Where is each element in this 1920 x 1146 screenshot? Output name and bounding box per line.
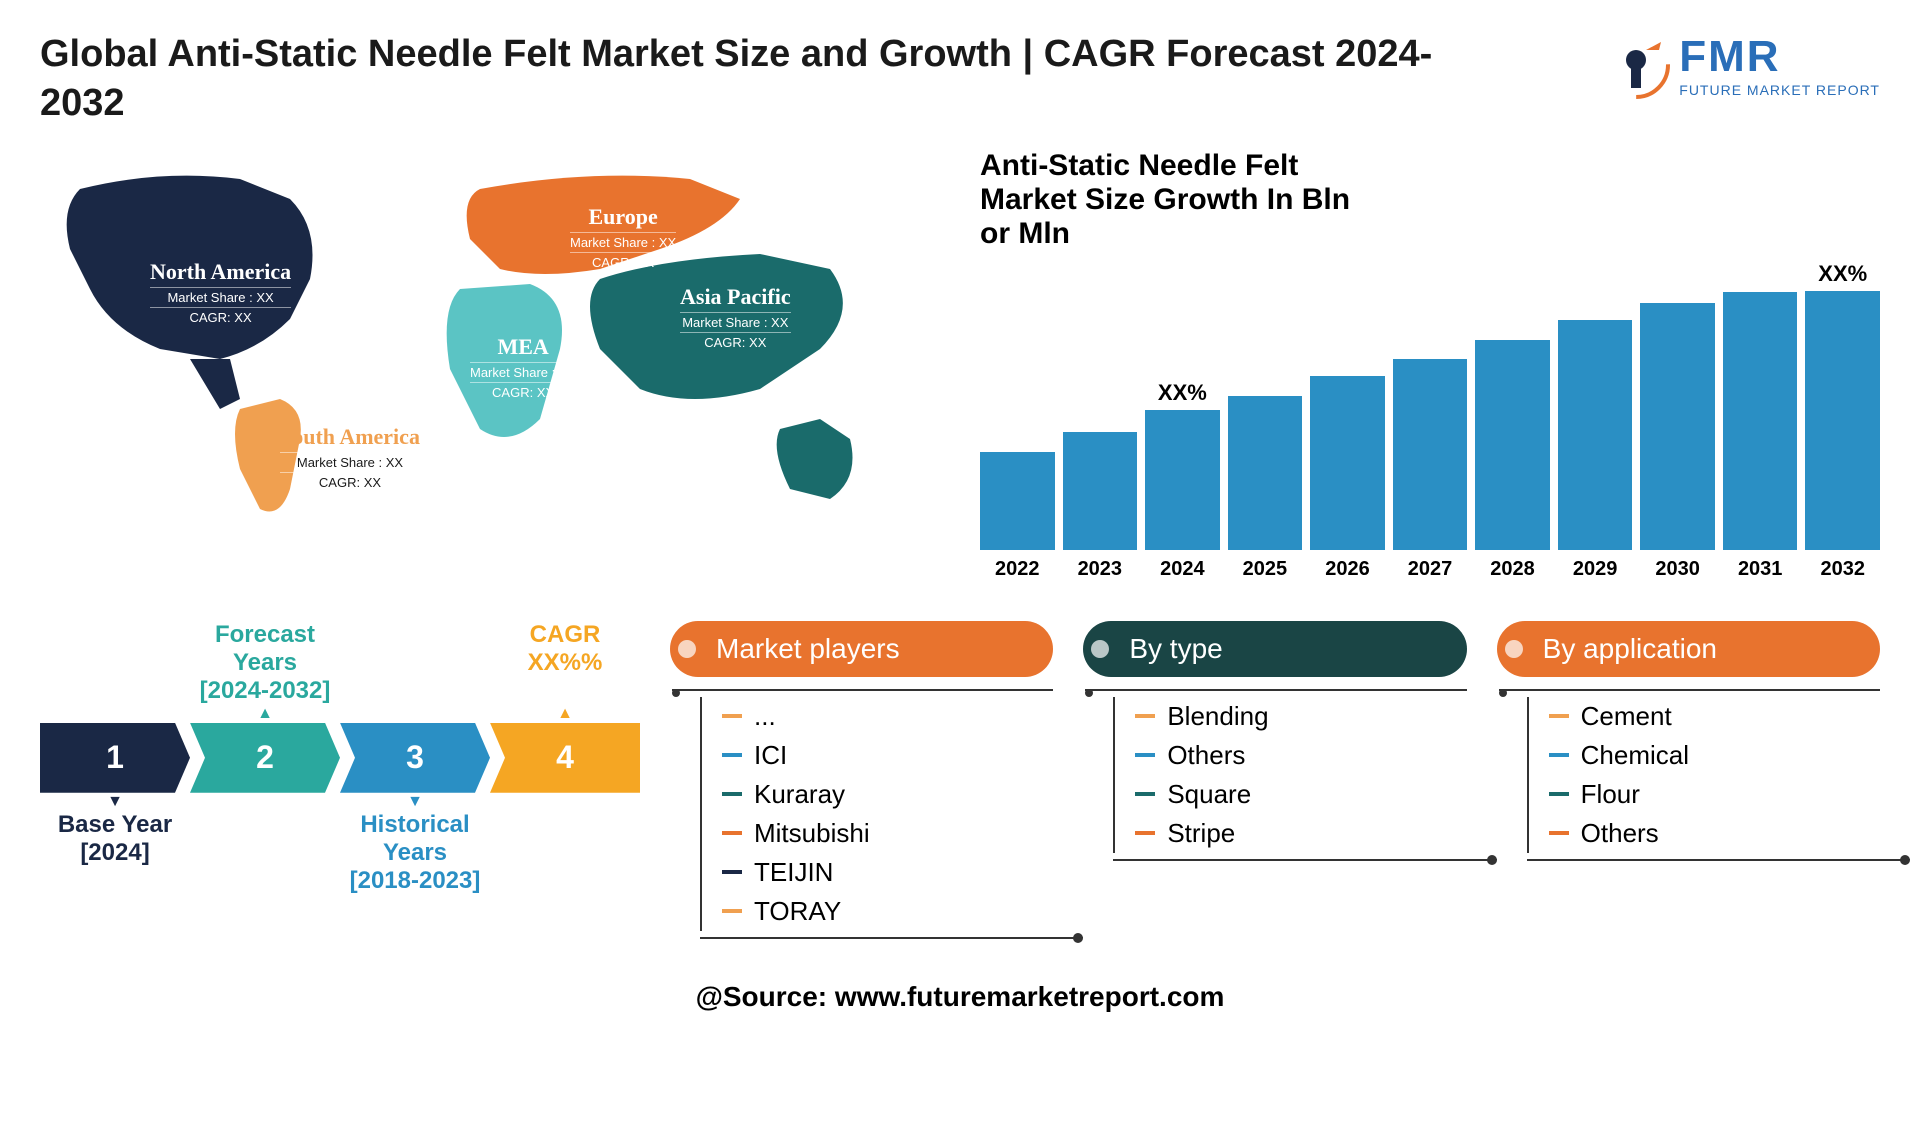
- bar-2024: XX%2024: [1145, 261, 1220, 581]
- fmr-logo-icon: [1601, 30, 1671, 100]
- map-label-ap: Asia Pacific Market Share : XX CAGR: XX: [680, 284, 791, 350]
- bar-2028: 2028: [1475, 261, 1550, 581]
- map-label-na: North America Market Share : XX CAGR: XX: [150, 259, 291, 325]
- page-title: Global Anti-Static Needle Felt Market Si…: [40, 30, 1440, 129]
- list-item: TORAY: [722, 892, 1053, 931]
- list-item: ICI: [722, 736, 1053, 775]
- info-panels: Market players...ICIKurarayMitsubishiTEI…: [670, 621, 1880, 931]
- chart-bars: 20222023XX%20242025202620272028202920302…: [980, 261, 1880, 581]
- header: Global Anti-Static Needle Felt Market Si…: [40, 30, 1880, 129]
- bar-2029: 2029: [1558, 261, 1633, 581]
- list-item: Blending: [1135, 697, 1466, 736]
- bar-2026: 2026: [1310, 261, 1385, 581]
- list-item: Chemical: [1549, 736, 1880, 775]
- list-item: Others: [1549, 814, 1880, 853]
- bar-2031: 2031: [1723, 261, 1798, 581]
- list-item: Kuraray: [722, 775, 1053, 814]
- bottom-section: Forecast Years[2024-2032]CAGRXX%%▲▲ 1234…: [40, 621, 1880, 931]
- logo-text-sub: FUTURE MARKET REPORT: [1679, 82, 1880, 98]
- bar-2027: 2027: [1393, 261, 1468, 581]
- bar-chart: Anti-Static Needle Felt Market Size Grow…: [980, 149, 1880, 581]
- list-item: Stripe: [1135, 814, 1466, 853]
- timeline: Forecast Years[2024-2032]CAGRXX%%▲▲ 1234…: [40, 621, 640, 931]
- logo: FMR FUTURE MARKET REPORT: [1601, 30, 1880, 100]
- timeline-seg-4: 4: [490, 723, 640, 793]
- list-item: Mitsubishi: [722, 814, 1053, 853]
- panel-market-players: Market players...ICIKurarayMitsubishiTEI…: [670, 621, 1053, 931]
- world-map: North America Market Share : XX CAGR: XX…: [40, 149, 940, 529]
- bar-2030: 2030: [1640, 261, 1715, 581]
- panel-by-type: By typeBlendingOthersSquareStripe: [1083, 621, 1466, 931]
- chart-title: Anti-Static Needle Felt Market Size Grow…: [980, 149, 1380, 251]
- panel-by-application: By applicationCementChemicalFlourOthers: [1497, 621, 1880, 931]
- map-label-eu: Europe Market Share : XX CAGR: XX: [570, 204, 676, 270]
- list-item: TEIJIN: [722, 853, 1053, 892]
- timeline-seg-3: 3: [340, 723, 490, 793]
- list-item: Others: [1135, 736, 1466, 775]
- bar-2022: 2022: [980, 261, 1055, 581]
- source-text: @Source: www.futuremarketreport.com: [40, 981, 1880, 1013]
- list-item: ...: [722, 697, 1053, 736]
- top-section: North America Market Share : XX CAGR: XX…: [40, 149, 1880, 581]
- logo-text-main: FMR: [1679, 32, 1880, 82]
- timeline-seg-1: 1: [40, 723, 190, 793]
- map-label-mea: MEA Market Share : XX CAGR: XX: [470, 334, 576, 400]
- list-item: Flour: [1549, 775, 1880, 814]
- bar-2023: 2023: [1063, 261, 1138, 581]
- bar-2025: 2025: [1228, 261, 1303, 581]
- list-item: Square: [1135, 775, 1466, 814]
- bar-2032: XX%2032: [1805, 261, 1880, 581]
- list-item: Cement: [1549, 697, 1880, 736]
- timeline-seg-2: 2: [190, 723, 340, 793]
- map-label-sa: South America Market Share : XX CAGR: XX: [280, 424, 420, 490]
